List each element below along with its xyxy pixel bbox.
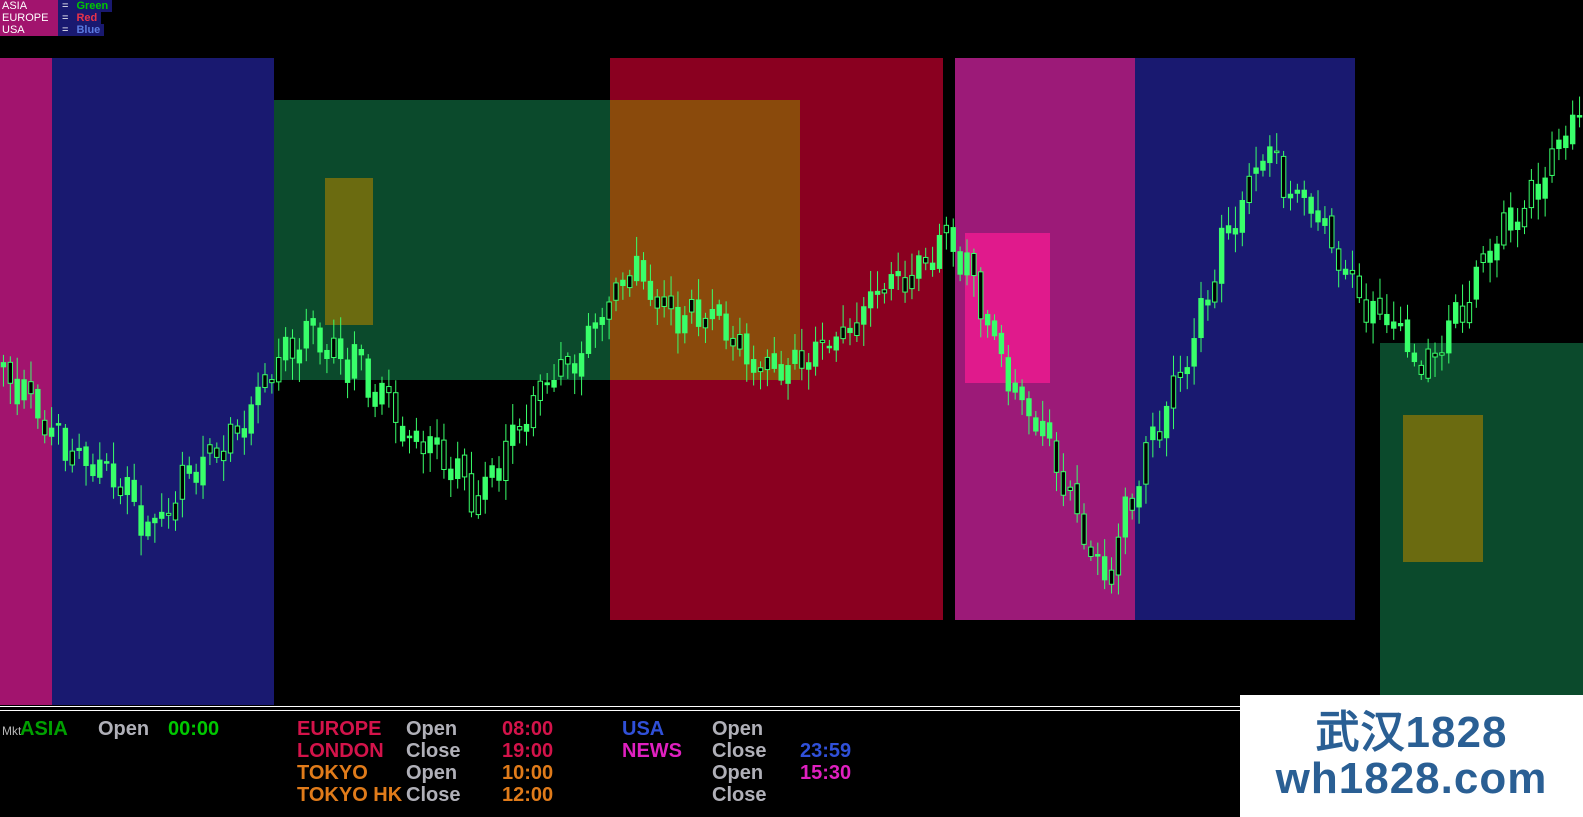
asia-open-time: 00:00 (168, 718, 219, 741)
session-color-legend: ASIA = Green EUROPE = Red USA = Blue (0, 0, 112, 36)
europe-labels-column: Open Close Open Close (406, 718, 460, 806)
news-session-title: NEWS (622, 740, 682, 763)
legend-row-usa: USA = Blue (0, 24, 112, 36)
tokyo-hk-session-title: TOKYO HK (297, 784, 402, 807)
legend-label-europe: EUROPE (0, 12, 58, 24)
candlestick-chart[interactable] (0, 58, 1583, 705)
legend-label-usa: USA (0, 24, 58, 36)
legend-value-europe: Red (72, 12, 101, 24)
legend-label-asia: ASIA (0, 0, 58, 12)
asia-open-label: Open (98, 718, 149, 741)
europe-times-column: 08:00 19:00 10:00 12:00 (502, 718, 553, 806)
asia-session-title: ASIA (20, 718, 68, 741)
legend-row-europe: EUROPE = Red (0, 12, 112, 24)
usa-session-title: USA (622, 718, 664, 741)
usa-times-column: 23:59 15:30 (800, 718, 851, 806)
legend-value-usa: Blue (72, 24, 104, 36)
mkt-prefix-label: Mkt (2, 718, 21, 741)
usa-labels-column: Open Close Open Close (712, 718, 766, 806)
europe-session-title: EUROPE (297, 718, 381, 741)
trading-session-chart: ASIA = Green EUROPE = Red USA = Blue Mkt ASIA … (0, 0, 1583, 817)
london-session-title: LONDON (297, 740, 384, 763)
tokyo-session-title: TOKYO (297, 762, 368, 785)
legend-row-asia: ASIA = Green (0, 0, 112, 12)
legend-value-asia: Green (72, 0, 112, 12)
site-watermark: 武汉1828 wh1828.com (1240, 695, 1583, 817)
